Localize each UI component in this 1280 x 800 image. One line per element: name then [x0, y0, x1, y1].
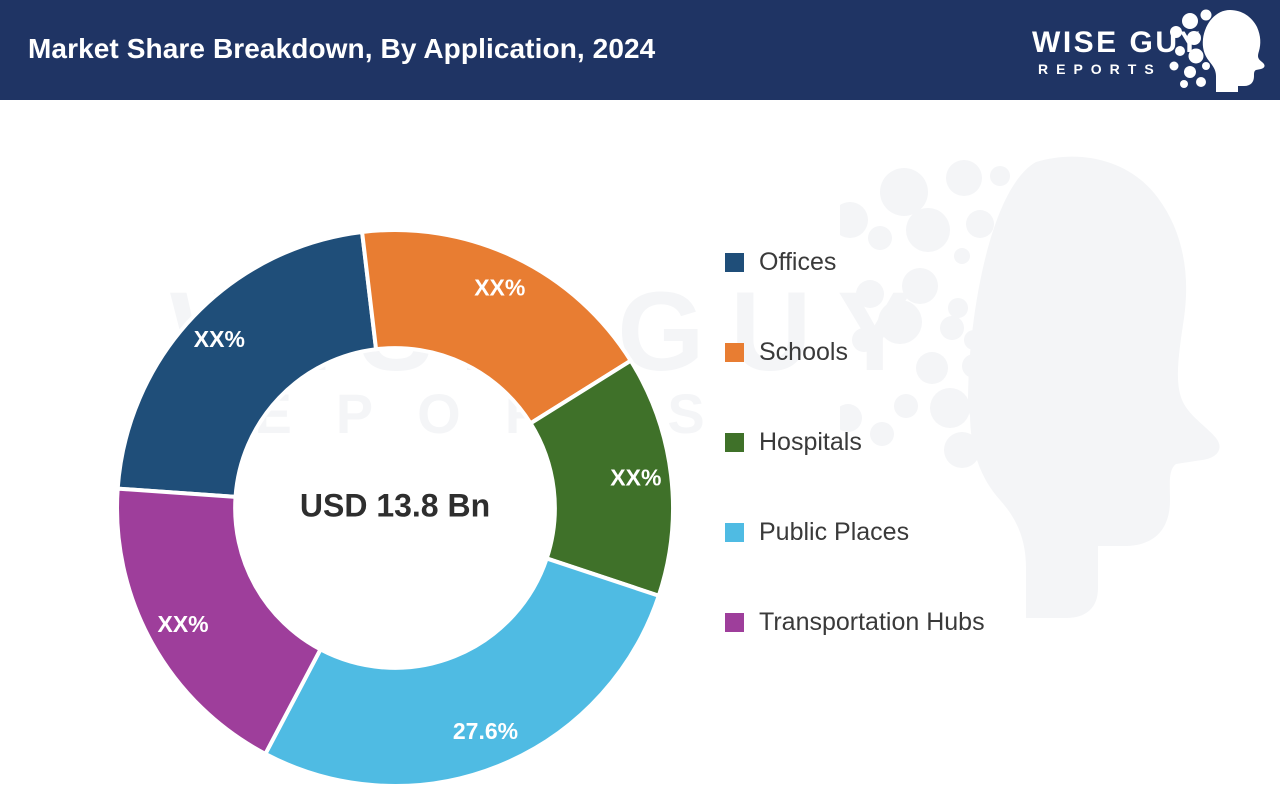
legend-item-label: Schools — [759, 338, 848, 366]
legend-item-label: Public Places — [759, 518, 910, 546]
head-profile-icon — [1169, 9, 1265, 92]
brand-logo: WISE GUY REPORTS — [1030, 4, 1274, 96]
donut-chart: XX% XX% XX% 27.6% XX% USD 13.8 Bn — [115, 228, 675, 788]
donut-slice-label: XX% — [194, 326, 245, 352]
page-title: Market Share Breakdown, By Application, … — [28, 33, 656, 64]
legend-item-label: Hospitals — [759, 428, 862, 456]
legend-color-swatch — [725, 523, 744, 542]
legend-color-swatch — [725, 343, 744, 362]
donut-slice-label: XX% — [474, 274, 525, 300]
donut-slice[interactable] — [359, 228, 634, 427]
donut-slice[interactable] — [262, 555, 662, 788]
donut-slice-label: XX% — [157, 611, 208, 637]
donut-center-value: USD 13.8 Bn — [300, 487, 490, 523]
legend-item[interactable]: Public Places — [725, 518, 1145, 608]
legend-item[interactable]: Transportation Hubs — [725, 608, 1145, 698]
chart-body: WISE GUY REPORTS — [0, 100, 1280, 788]
legend-item-label: Offices — [759, 248, 837, 276]
legend-color-swatch — [725, 253, 744, 272]
donut-slice-label: XX% — [610, 464, 661, 490]
legend-item[interactable]: Offices — [725, 248, 1145, 338]
legend-item-label: Transportation Hubs — [759, 608, 985, 636]
donut-slice-label-group: XX% XX% XX% 27.6% XX% — [157, 274, 661, 744]
donut-slice-label: 27.6% — [453, 718, 518, 744]
legend-color-swatch — [725, 613, 744, 632]
legend-item[interactable]: Hospitals — [725, 428, 1145, 518]
legend-item[interactable]: Schools — [725, 338, 1145, 428]
donut-slice[interactable] — [115, 486, 324, 757]
donut-slice[interactable] — [115, 229, 379, 499]
legend-color-swatch — [725, 433, 744, 452]
brand-subword: REPORTS — [1038, 61, 1162, 77]
chart-legend: Offices Schools Hospitals Public Places Tran… — [725, 248, 1145, 698]
header-bar: Market Share Breakdown, By Application, … — [0, 0, 1280, 100]
